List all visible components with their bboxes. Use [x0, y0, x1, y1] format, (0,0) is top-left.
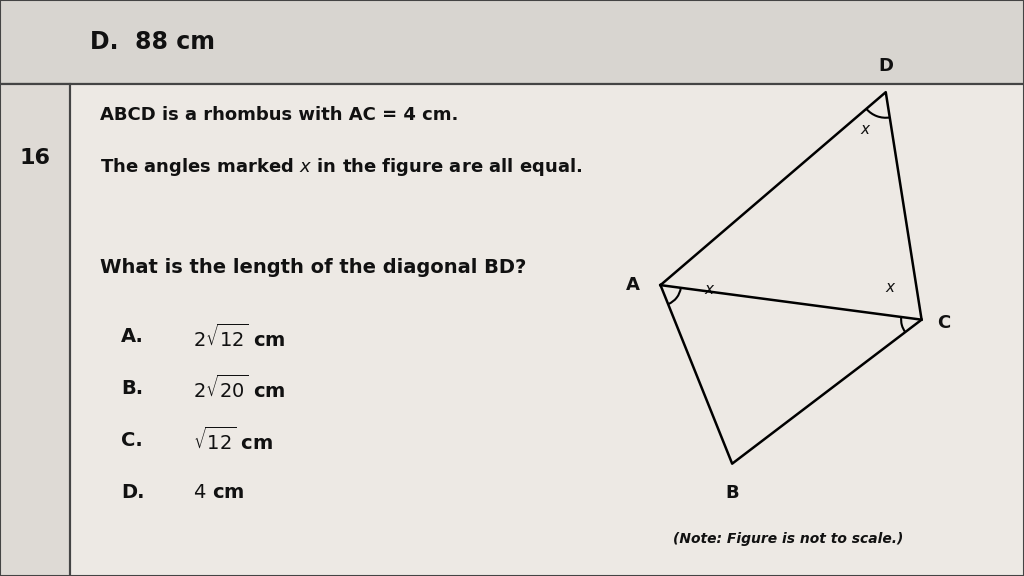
Text: $x$: $x$: [859, 122, 871, 137]
Text: A: A: [626, 276, 640, 294]
Text: C: C: [937, 313, 950, 332]
Bar: [0, 84, 70, 576]
Text: $x$: $x$: [885, 281, 897, 295]
Text: The angles marked $x$ in the figure are all equal.: The angles marked $x$ in the figure are …: [100, 156, 583, 178]
Text: C.: C.: [121, 431, 142, 450]
Text: D: D: [879, 57, 893, 75]
Text: A.: A.: [121, 328, 143, 346]
Text: 16: 16: [19, 149, 50, 168]
Text: $4$ cm: $4$ cm: [193, 483, 244, 502]
Text: B.: B.: [121, 380, 143, 398]
Bar: [0, 84, 1024, 576]
Text: $2\sqrt{12}$ cm: $2\sqrt{12}$ cm: [193, 323, 286, 351]
Text: What is the length of the diagonal BD?: What is the length of the diagonal BD?: [100, 259, 526, 277]
Text: B: B: [725, 484, 739, 502]
Bar: [0, 0, 1024, 84]
Text: D.  88 cm: D. 88 cm: [90, 30, 215, 54]
Text: $2\sqrt{20}$ cm: $2\sqrt{20}$ cm: [193, 375, 286, 403]
Text: $x$: $x$: [703, 282, 716, 297]
Text: $\sqrt{12}$ cm: $\sqrt{12}$ cm: [193, 427, 272, 454]
Text: D.: D.: [121, 483, 144, 502]
Text: ABCD is a rhombus with AC = 4 cm.: ABCD is a rhombus with AC = 4 cm.: [100, 106, 459, 124]
Text: (Note: Figure is not to scale.): (Note: Figure is not to scale.): [674, 532, 903, 545]
